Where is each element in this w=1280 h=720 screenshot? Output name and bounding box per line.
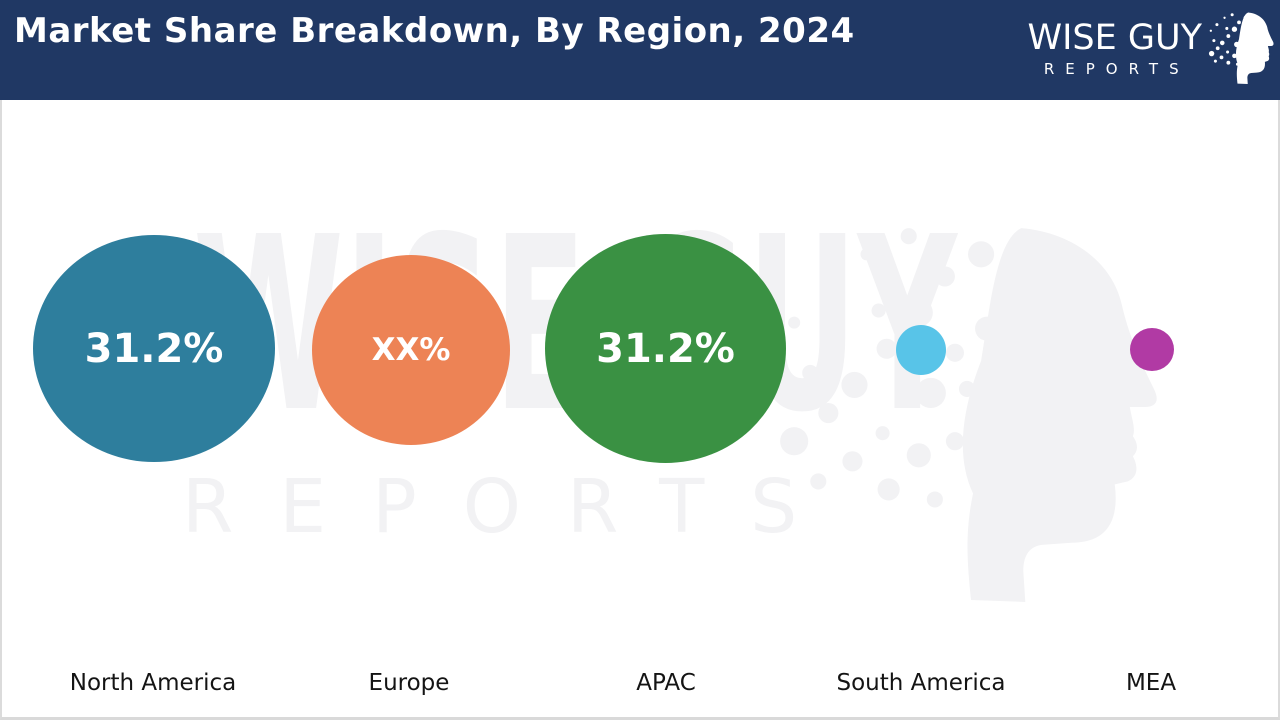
bubble-europe: XX% (312, 255, 510, 445)
logo-text: WISE GUY REPORTS (1027, 17, 1202, 78)
category-label-europe: Europe (368, 670, 450, 696)
bubble-apac: 31.2% (545, 234, 786, 463)
bubble-north-america: 31.2% (33, 235, 275, 462)
category-label-mea: MEA (1125, 670, 1177, 696)
bubble-mea (1130, 328, 1174, 371)
bubble-value-apac: 31.2% (596, 325, 735, 372)
logo-subtitle: REPORTS (1043, 59, 1190, 78)
header-bar: Market Share Breakdown, By Region, 2024 … (0, 0, 1280, 100)
category-label-south-america: South America (836, 670, 1006, 696)
page-title: Market Share Breakdown, By Region, 2024 (14, 11, 855, 51)
logo-wordmark: WISE GUY (1027, 17, 1202, 58)
bubble-value-north-america: 31.2% (84, 325, 224, 372)
bubble-south-america (896, 325, 946, 375)
wiseguy-face-icon (1208, 12, 1274, 84)
category-label-apac: APAC (636, 670, 696, 696)
watermark-face-icon (780, 228, 1157, 602)
bubble-value-europe: XX% (371, 332, 451, 368)
logo: WISE GUY REPORTS (1027, 6, 1274, 92)
watermark-subtitle: REPORTS (182, 464, 844, 550)
category-label-north-america: North America (69, 670, 237, 696)
